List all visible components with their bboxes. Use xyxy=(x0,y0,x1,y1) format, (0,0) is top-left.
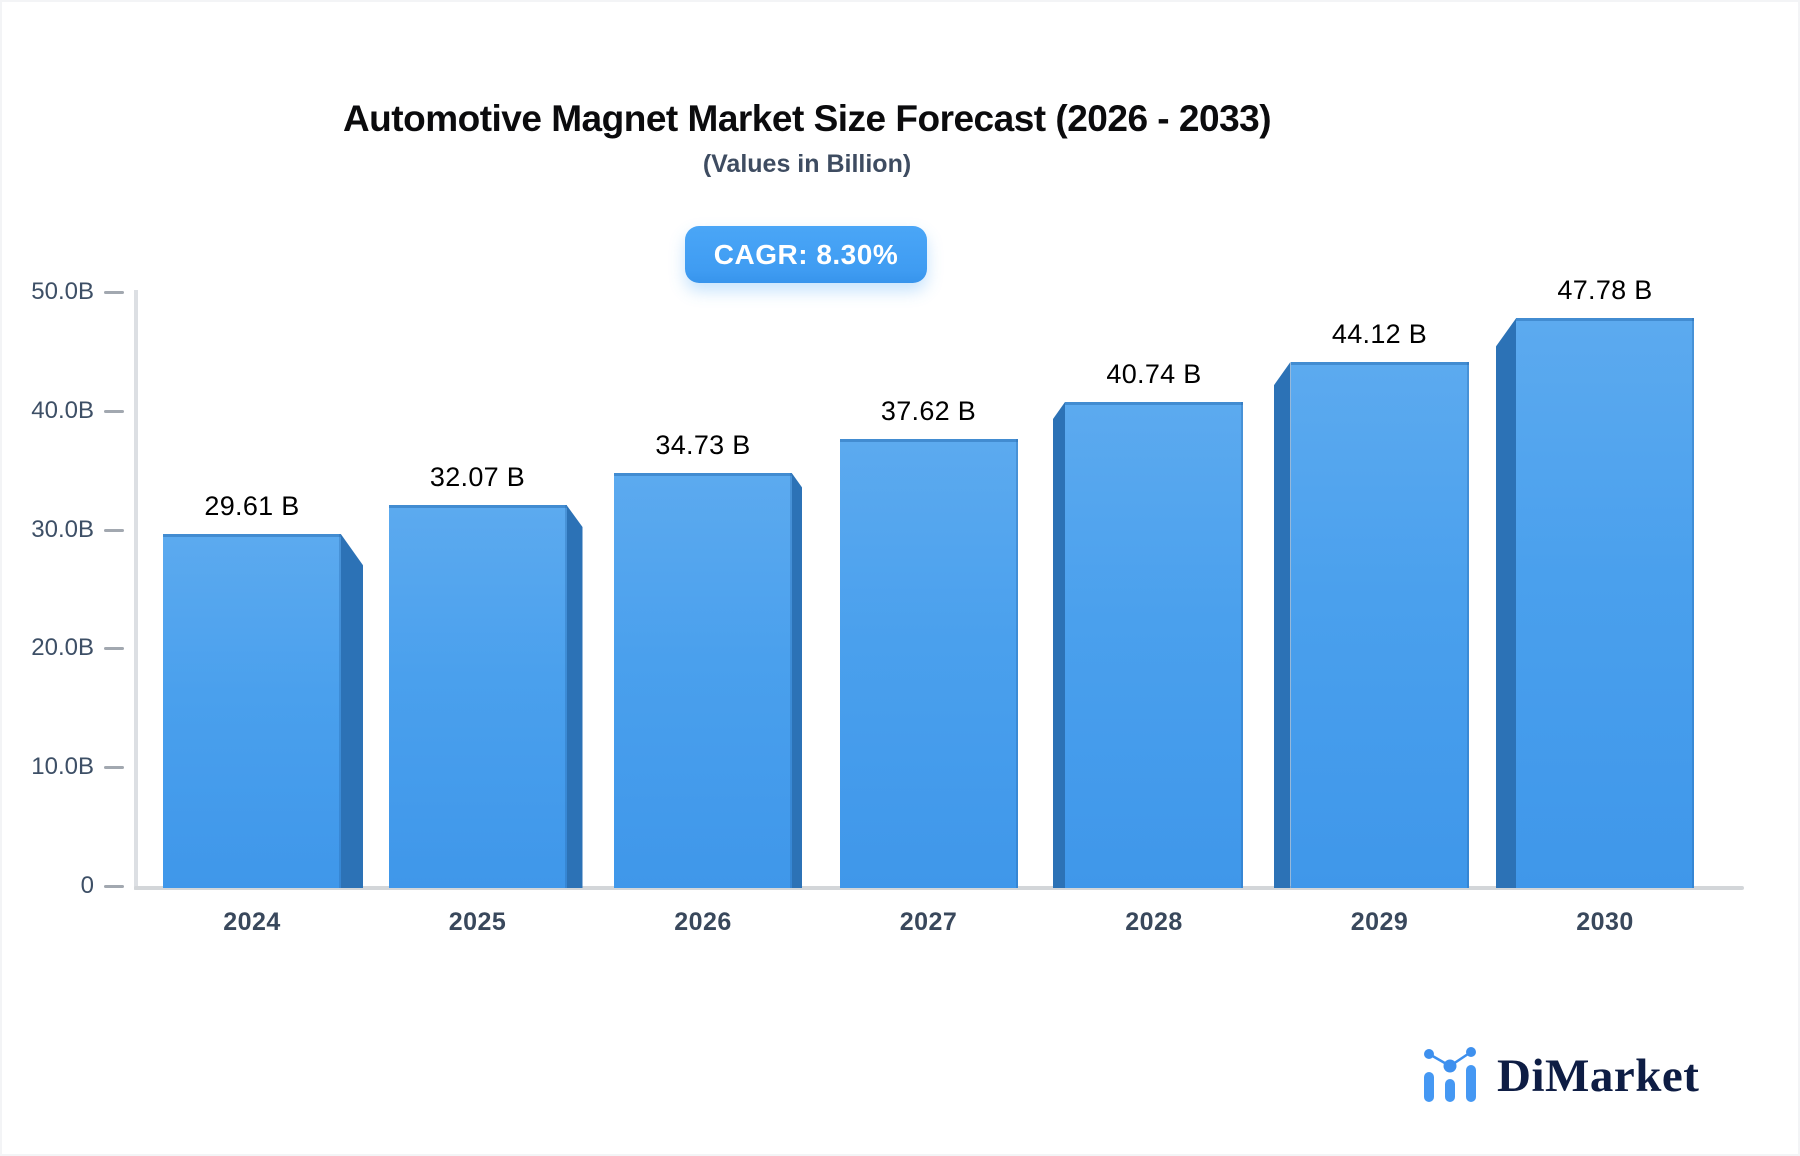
logo-text: DiMarket xyxy=(1497,1050,1700,1102)
y-tick-label: 10.0B xyxy=(31,753,94,781)
cagr-badge-label: CAGR: 8.30% xyxy=(713,238,899,270)
x-axis-label: 2030 xyxy=(1576,908,1634,936)
bar-2029 xyxy=(1290,361,1469,888)
bar-value-label: 32.07 B xyxy=(429,462,526,492)
bar-2024 xyxy=(163,534,341,888)
y-tick-label: 0 xyxy=(80,872,94,899)
bar-value-label: 40.74 B xyxy=(1106,359,1202,389)
bar-2027 xyxy=(839,439,1018,888)
y-tick-dash xyxy=(104,409,124,413)
chart-title: Automotive Magnet Market Size Forecast (… xyxy=(342,98,1272,139)
bar-2025 xyxy=(388,505,567,888)
cagr-badge: CAGR: 8.30% xyxy=(685,226,927,283)
bar-side-2028 xyxy=(1053,402,1065,888)
x-axis-label: 2024 xyxy=(223,908,281,936)
x-axis-label: 2027 xyxy=(899,908,958,936)
y-tick-dash xyxy=(104,647,124,651)
dimarket-logo: DiMarket xyxy=(1417,1040,1717,1112)
y-tick-dash xyxy=(104,291,124,294)
bar-chart-trend-icon xyxy=(1424,1047,1476,1102)
y-tick-dash xyxy=(104,885,124,888)
bar-side-2026 xyxy=(792,473,802,888)
bar-side-2029 xyxy=(1273,361,1291,888)
y-tick-label: 50.0B xyxy=(31,278,94,305)
bar-2030 xyxy=(1516,318,1694,888)
y-tick-label: 30.0B xyxy=(31,515,94,543)
x-axis-baseline xyxy=(134,886,1744,890)
bar-2026 xyxy=(614,473,792,888)
bar-value-label: 44.12 B xyxy=(1331,318,1428,349)
x-axis-label: 2028 xyxy=(1125,908,1183,936)
x-axis-label: 2029 xyxy=(1350,908,1409,936)
bar-value-label: 34.73 B xyxy=(655,430,751,461)
bar-2028 xyxy=(1065,402,1243,888)
y-axis-line xyxy=(134,290,138,890)
bar-value-label: 37.62 B xyxy=(880,396,977,427)
bar-side-2024 xyxy=(341,534,363,888)
y-tick-dash xyxy=(104,766,124,770)
x-axis-label: 2026 xyxy=(674,908,732,936)
bar-side-2025 xyxy=(566,505,583,888)
x-axis-label: 2025 xyxy=(448,908,507,936)
y-tick-label: 40.0B xyxy=(31,396,94,424)
chart-subtitle: (Values in Billion) xyxy=(702,150,912,178)
bar-value-label: 47.78 B xyxy=(1557,275,1653,306)
bar-value-label: 29.61 B xyxy=(204,491,300,522)
bar-side-2030 xyxy=(1496,318,1516,888)
y-tick-label: 20.0B xyxy=(31,634,94,662)
y-tick-dash xyxy=(104,528,124,532)
